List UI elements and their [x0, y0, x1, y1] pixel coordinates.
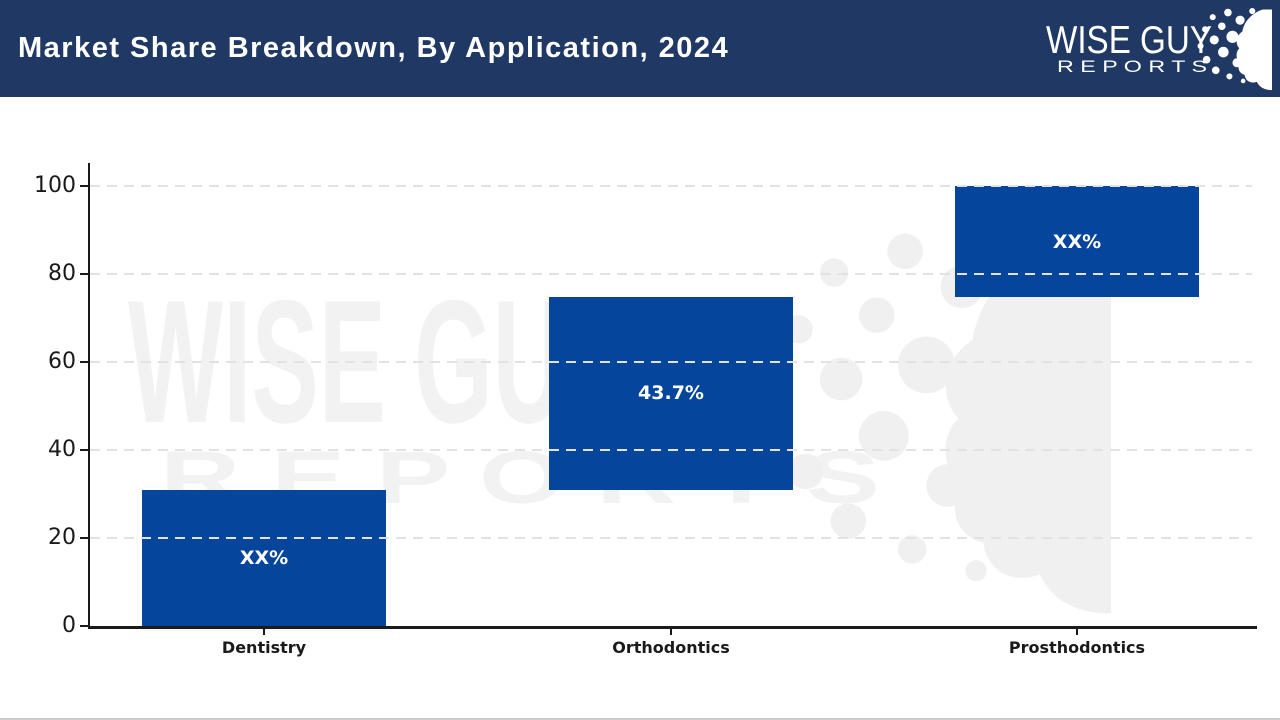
gridline-60 [90, 361, 1252, 363]
y-axis-tick-label-60: 60 [48, 349, 76, 374]
bar-value-label-dentistry: XX% [239, 546, 289, 569]
logo-text-reports: R E P O R T S [1057, 57, 1207, 76]
bar-dentistry [142, 489, 386, 626]
gridline-80 [90, 273, 1252, 275]
y-axis-tick-label-100: 100 [34, 173, 76, 198]
y-axis-tick-label-20: 20 [48, 525, 76, 550]
x-axis-category-label-dentistry: Dentistry [221, 638, 307, 657]
wise-guy-reports-logo: WISE GUY R E P O R T S [1046, 8, 1272, 91]
page-title: Market Share Breakdown, By Application, … [18, 32, 730, 64]
y-axis-tick-80 [80, 273, 88, 275]
footer-divider [0, 718, 1280, 720]
y-axis-tick-60 [80, 361, 88, 363]
y-axis-tick-40 [80, 449, 88, 451]
gridline-40 [90, 449, 1252, 451]
bar-value-label-prosthodontics: XX% [1052, 230, 1102, 253]
logo-text-wise-guy: WISE GUY [1046, 19, 1212, 62]
x-axis-tick-orthodontics [670, 629, 672, 635]
y-axis-tick-20 [80, 537, 88, 539]
gridline-20 [90, 537, 1252, 539]
y-axis-tick-label-0: 0 [62, 613, 76, 638]
x-axis-tick-dentistry [263, 629, 265, 635]
y-axis-tick-0 [80, 625, 88, 627]
y-axis-tick-label-80: 80 [48, 261, 76, 286]
x-axis-tick-prosthodontics [1076, 629, 1078, 635]
bar-orthodontics [549, 297, 793, 490]
y-axis-line [88, 163, 90, 629]
x-axis-category-label-orthodontics: Orthodontics [612, 638, 730, 657]
x-axis-line [88, 626, 1257, 629]
y-axis-tick-100 [80, 185, 88, 187]
header-bar: Market Share Breakdown, By Application, … [0, 0, 1280, 97]
chart-area: WISE GUY R E P O R T S 0 20 40 60 80 100 XX% De… [0, 97, 1280, 720]
bar-value-label-orthodontics: 43.7% [638, 382, 704, 405]
y-axis-tick-label-40: 40 [48, 437, 76, 462]
gridline-100 [90, 185, 1252, 187]
x-axis-category-label-prosthodontics: Prosthodontics [1008, 638, 1146, 657]
